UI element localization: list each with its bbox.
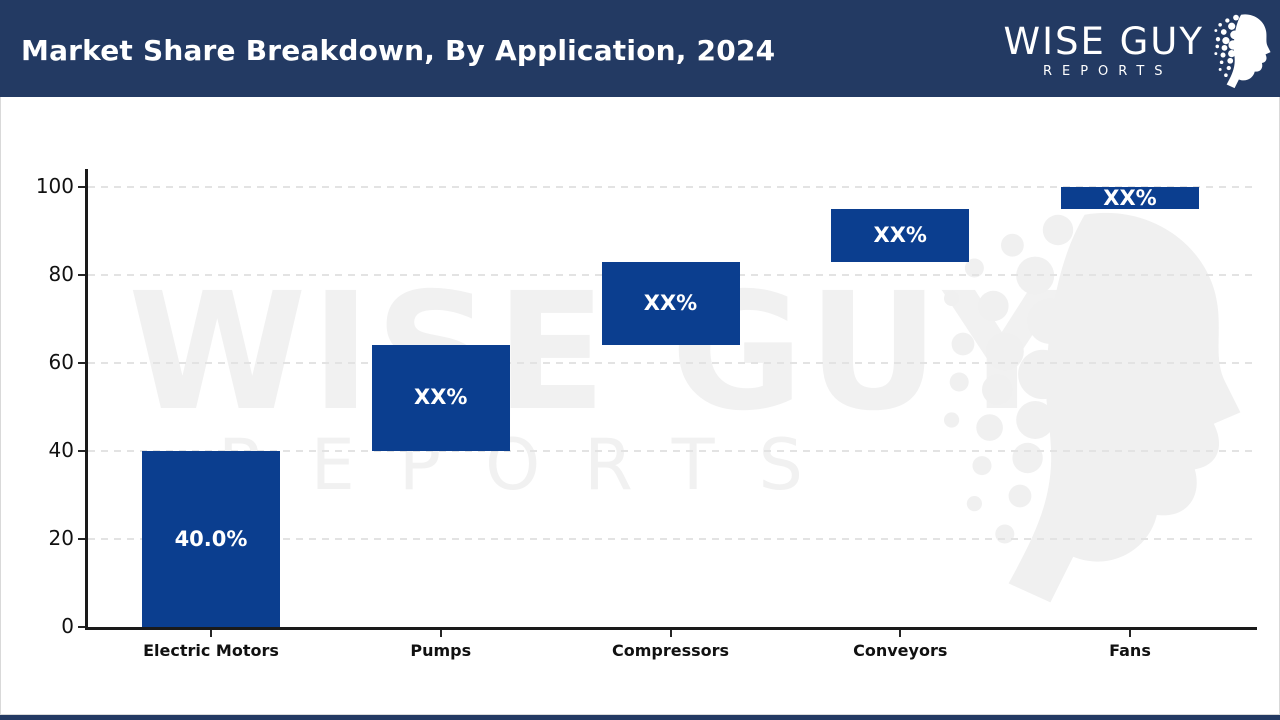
y-tickmark (78, 450, 86, 452)
brand-name: WISE GUY (1003, 19, 1204, 63)
y-gridline (88, 450, 1257, 452)
page-title: Market Share Breakdown, By Application, … (21, 34, 776, 67)
y-tick-label: 80 (48, 262, 74, 286)
footer-bar (0, 715, 1280, 720)
bar-value-label: XX% (414, 385, 468, 410)
y-tickmark (78, 626, 86, 628)
dotted-face-icon (1214, 14, 1271, 89)
x-tickmark (669, 629, 672, 637)
x-tickmark (439, 629, 442, 637)
y-tick-label: 0 (61, 614, 74, 638)
bar-value-label: 40.0% (174, 527, 248, 551)
bar-value-label: XX% (873, 223, 927, 247)
watermark-wordmark: WISE GUY (128, 259, 1065, 447)
bar-segment (601, 261, 740, 346)
bottom-border-line (0, 714, 1280, 715)
y-tickmark (78, 274, 86, 276)
category-label: Compressors (611, 641, 730, 660)
y-tickmark (78, 362, 86, 364)
app-header: Market Share Breakdown, By Application, … (0, 0, 1280, 97)
x-tickmark (210, 629, 212, 637)
bar-segment (371, 345, 510, 451)
category-label: Electric Motors (143, 641, 279, 660)
y-gridline (88, 538, 1257, 540)
left-border-line (0, 97, 1, 715)
watermark-subword: REPORTS (218, 424, 847, 506)
bar-segment (831, 209, 970, 262)
y-gridline (88, 362, 1257, 364)
y-tickmark (78, 538, 86, 540)
x-tickmark (1129, 629, 1131, 637)
y-tick-label: 20 (48, 526, 74, 550)
bar-segment (142, 451, 280, 627)
bar-value-label: XX% (643, 290, 698, 315)
x-tickmark (899, 629, 902, 637)
y-gridline (88, 186, 1257, 188)
category-label: Fans (1109, 641, 1151, 660)
x-axis-line (85, 627, 1257, 630)
category-label: Conveyors (853, 641, 948, 660)
y-tick-label: 40 (48, 438, 74, 462)
y-axis-line (85, 169, 88, 629)
y-tickmark (78, 186, 86, 188)
category-label: Pumps (410, 641, 472, 660)
brand-logo: WISE GUY REPORTS (1004, 8, 1272, 92)
bar-segment (1061, 187, 1199, 209)
brand-logo-text: WISE GUY REPORTS (1003, 19, 1204, 79)
watermark-face-icon (944, 212, 1241, 603)
bar-value-label: XX% (1103, 186, 1157, 210)
y-tick-label: 60 (48, 350, 74, 374)
y-tick-label: 100 (35, 174, 74, 198)
brand-subname: REPORTS (1042, 63, 1173, 79)
